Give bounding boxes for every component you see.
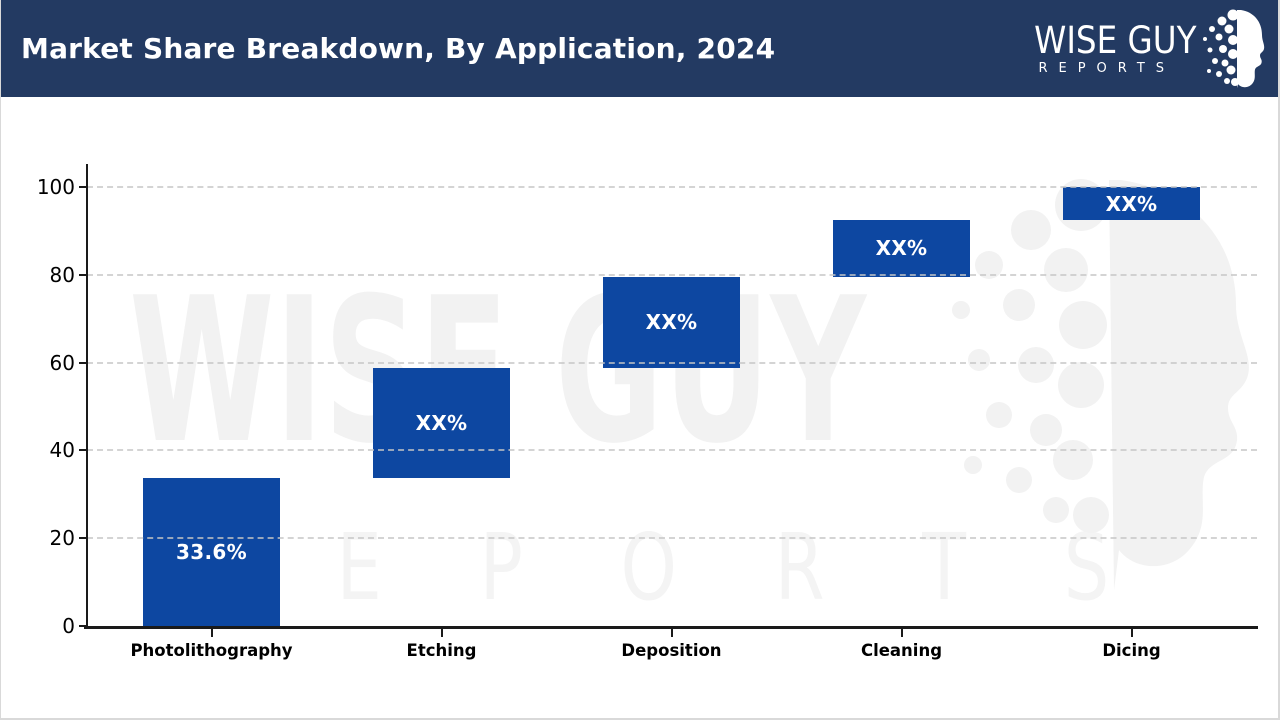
bar-dicing: XX%: [1063, 187, 1200, 221]
logo-head-icon: [1203, 9, 1265, 88]
wiseguy-logo: WISE GUY REPORTS: [1012, 8, 1266, 90]
y-tick-label: 40: [49, 438, 75, 463]
bar-cleaning: XX%: [833, 220, 970, 277]
logo-wordmark-top: WISE GUY: [1033, 18, 1196, 62]
y-tick-mark: [79, 625, 87, 627]
x-tick-label-etching: Etching: [406, 641, 477, 660]
y-tick-label: 80: [49, 262, 75, 287]
y-tick-label: 60: [49, 350, 75, 375]
bar-value-label: XX%: [645, 310, 698, 335]
x-axis-spine: [84, 626, 1258, 629]
y-tick-label: 20: [49, 526, 75, 551]
x-tick-mark: [210, 629, 213, 637]
y-tick-label: 0: [62, 614, 75, 638]
y-tick-mark: [79, 186, 87, 188]
bar-etching: XX%: [373, 367, 510, 479]
y-tick-mark: [79, 361, 87, 364]
y-tick-mark: [79, 537, 87, 540]
gridline: [87, 449, 1257, 452]
bar-value-label: 33.6%: [176, 540, 247, 565]
bar-deposition: XX%: [603, 276, 740, 368]
x-tick-label-dicing: Dicing: [1102, 641, 1161, 660]
gridline: [87, 537, 1257, 540]
y-axis-spine: [86, 164, 88, 629]
gridline: [87, 273, 1257, 276]
y-tick-mark: [79, 449, 87, 452]
x-tick-label-cleaning: Cleaning: [860, 641, 943, 660]
bar-photolithography: 33.6%: [143, 478, 280, 626]
gridline: [87, 361, 1257, 364]
x-tick-label-deposition: Deposition: [621, 641, 722, 660]
page-title: Market Share Breakdown, By Application, …: [21, 32, 776, 65]
y-tick-mark: [79, 273, 87, 276]
x-tick-mark: [900, 629, 903, 637]
logo-wordmark: WISE GUY REPORTS: [1012, 18, 1196, 76]
x-tick-label-photolithography: Photolithography: [130, 641, 293, 660]
x-tick-mark: [440, 629, 443, 637]
logo-wordmark-bottom: REPORTS: [1038, 60, 1176, 76]
bar-value-label: XX%: [415, 411, 468, 436]
x-tick-mark: [1130, 629, 1133, 637]
x-tick-mark: [670, 629, 673, 637]
bar-value-label: XX%: [875, 236, 928, 261]
bar-value-label: XX%: [1105, 191, 1158, 216]
y-tick-label: 100: [36, 175, 75, 199]
gridline: [87, 186, 1257, 188]
header: Market Share Breakdown, By Application, …: [1, 0, 1278, 97]
